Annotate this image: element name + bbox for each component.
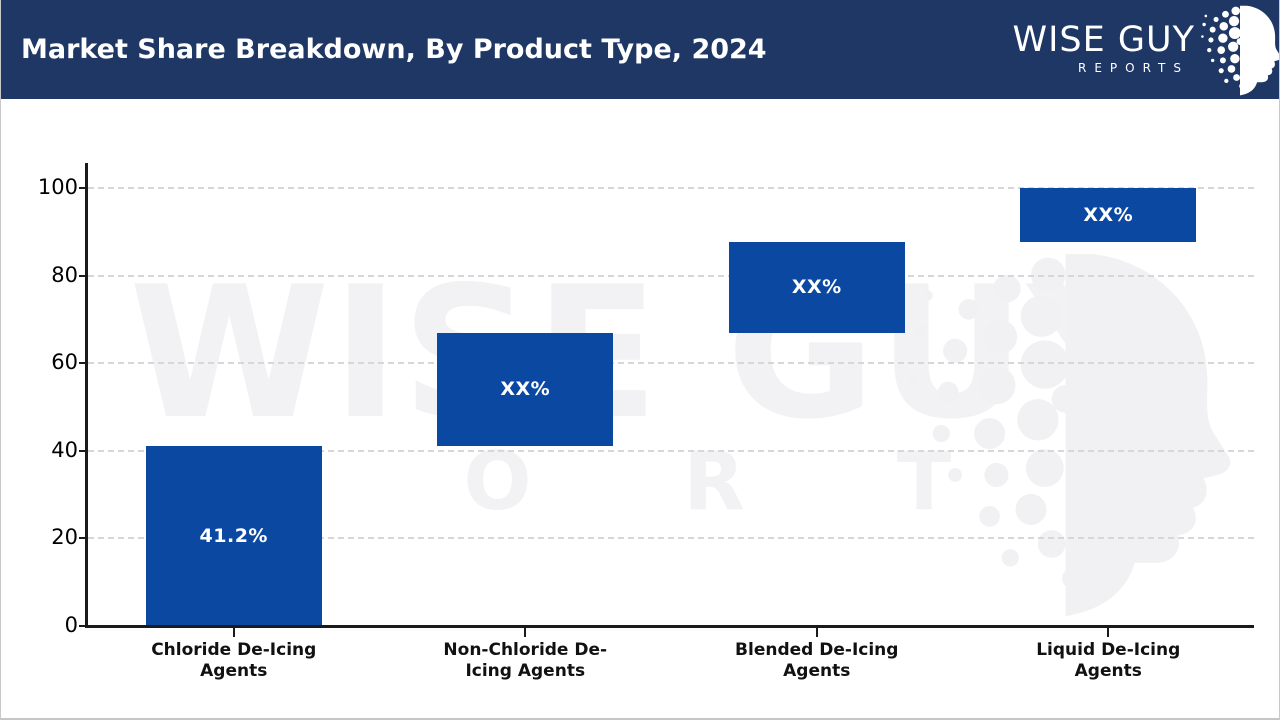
y-tick-label: 40: [51, 437, 78, 462]
y-tick-label: 80: [51, 262, 78, 287]
gridline: [88, 362, 1254, 365]
bar-value-label: XX%: [1083, 204, 1134, 227]
category-label-line: Non-Chloride De-: [443, 640, 608, 660]
category-label-blended-de-icing-agents: Blended De-Icing Agents: [692, 640, 942, 682]
x-tick: [232, 628, 235, 637]
category-label-non-chloride-de-icing-agents: Non-Chloride De- Icing Agents: [400, 640, 650, 682]
y-tick-label: 0: [64, 613, 78, 637]
chart-title: Market Share Breakdown, By Product Type,…: [21, 34, 767, 65]
category-label-line: Agents: [783, 661, 851, 681]
y-tick: [79, 274, 88, 277]
y-tick: [79, 187, 88, 189]
bar-value-label: 41.2%: [199, 524, 268, 547]
y-tick-label: 20: [51, 525, 78, 550]
category-label-line: Liquid De-Icing: [1036, 640, 1181, 660]
category-label-liquid-de-icing-agents: Liquid De-Icing Agents: [983, 640, 1233, 682]
bar-liquid-de-icing-agents: XX%: [1020, 188, 1197, 243]
category-label-line: Chloride De-Icing: [151, 640, 317, 660]
x-axis-line: [85, 625, 1254, 628]
y-tick: [79, 362, 88, 365]
category-label-chloride-de-icing-agents: Chloride De-Icing Agents: [109, 640, 359, 682]
logo-head-icon: [1201, 5, 1279, 96]
category-label-line: Agents: [1074, 661, 1142, 681]
logo: WISE GUY REPORTS: [1001, 0, 1279, 99]
logo-subtext: REPORTS: [1077, 61, 1189, 75]
y-tick: [79, 625, 88, 627]
logo-wordmark: WISE GUY: [1012, 20, 1195, 60]
gridline: [88, 449, 1254, 452]
watermark-head-icon: [908, 254, 1231, 617]
bar-value-label: XX%: [500, 378, 551, 401]
y-tick-label: 100: [37, 175, 78, 199]
x-tick: [815, 628, 818, 637]
bar-chloride-de-icing-agents: 41.2%: [145, 445, 322, 626]
y-axis-spine: [85, 163, 88, 628]
category-label-line: Agents: [200, 661, 268, 681]
bar-value-label: XX%: [791, 276, 842, 299]
gridline: [88, 274, 1254, 277]
x-tick: [1107, 628, 1110, 637]
gridline: [88, 537, 1254, 540]
y-tick: [79, 449, 88, 452]
watermark-wordmark: WISE GUY: [129, 247, 1162, 459]
gridline: [88, 187, 1254, 189]
x-tick: [524, 628, 527, 637]
bar-non-chloride-de-icing-agents: XX%: [437, 332, 614, 446]
header-banner: Market Share Breakdown, By Product Type,…: [1, 0, 1279, 99]
bar-blended-de-icing-agents: XX%: [728, 242, 905, 333]
watermark-subtext: P O R T S: [253, 435, 1223, 528]
category-label-line: Icing Agents: [465, 661, 586, 681]
y-tick: [79, 537, 88, 540]
category-label-line: Blended De-Icing: [735, 640, 899, 660]
y-tick-label: 60: [51, 350, 78, 375]
